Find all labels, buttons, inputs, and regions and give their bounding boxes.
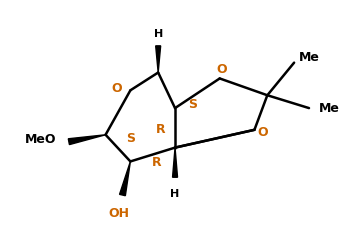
Polygon shape [173,148,178,177]
Text: H: H [170,189,180,199]
Text: O: O [257,126,268,139]
Text: O: O [216,64,227,76]
Polygon shape [68,135,105,145]
Text: H: H [153,29,163,39]
Text: S: S [188,98,197,111]
Polygon shape [119,161,130,196]
Text: Me: Me [319,102,340,115]
Polygon shape [156,46,161,73]
Text: R: R [156,123,166,136]
Text: MeO: MeO [25,133,56,146]
Text: S: S [126,132,135,145]
Text: OH: OH [108,207,129,220]
Text: R: R [152,155,162,168]
Text: Me: Me [299,51,320,64]
Text: O: O [112,82,122,95]
